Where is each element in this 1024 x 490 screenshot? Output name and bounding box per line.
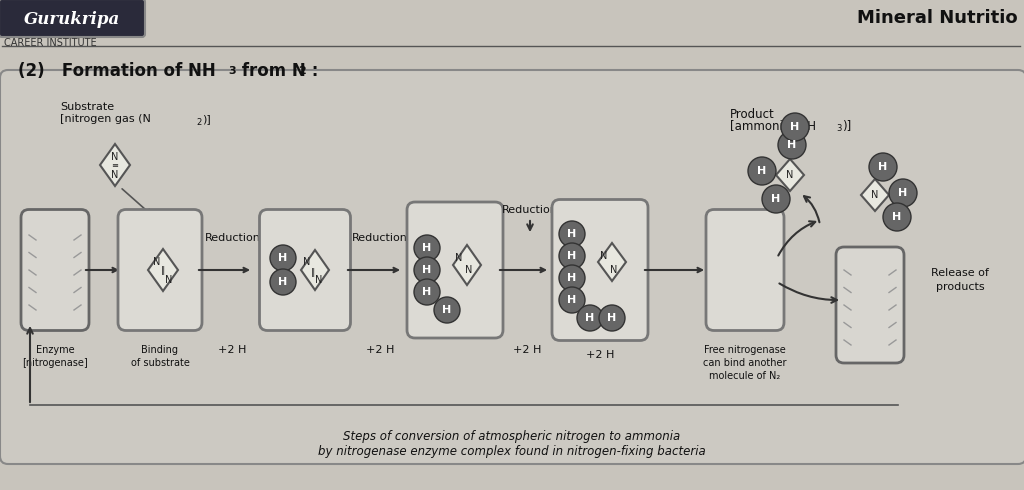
Polygon shape (776, 159, 804, 191)
Text: Steps of conversion of atmospheric nitrogen to ammonia: Steps of conversion of atmospheric nitro… (343, 430, 681, 443)
Text: N: N (112, 170, 119, 180)
FancyBboxPatch shape (22, 210, 89, 330)
Text: Gurukripa: Gurukripa (24, 11, 120, 28)
Circle shape (414, 279, 440, 305)
Text: H: H (771, 194, 780, 204)
Text: H: H (567, 229, 577, 239)
Circle shape (762, 185, 790, 213)
Text: Product: Product (730, 108, 775, 121)
Circle shape (270, 269, 296, 295)
Text: :: : (306, 62, 318, 80)
Text: N: N (154, 257, 161, 267)
Text: H: H (567, 273, 577, 283)
Text: N: N (465, 265, 473, 275)
Text: H: H (567, 295, 577, 305)
Text: N: N (456, 253, 463, 263)
Text: Reduction: Reduction (352, 233, 408, 243)
Text: Free nitrogenase
can bind another
molecule of N₂: Free nitrogenase can bind another molecu… (703, 345, 786, 381)
Text: H: H (791, 122, 800, 132)
Text: [ammonia (NH: [ammonia (NH (730, 120, 816, 133)
Text: Substrate: Substrate (60, 102, 114, 112)
Text: +2 H: +2 H (586, 350, 614, 360)
Text: Release of
products: Release of products (931, 269, 989, 292)
Circle shape (577, 305, 603, 331)
Polygon shape (100, 144, 130, 186)
Circle shape (559, 287, 585, 313)
Text: H: H (279, 277, 288, 287)
Text: Enzyme
[nitrogenase]: Enzyme [nitrogenase] (23, 345, 88, 368)
Text: +2 H: +2 H (513, 345, 542, 355)
Text: 3: 3 (228, 66, 236, 76)
Text: N: N (600, 251, 607, 261)
Text: from N: from N (236, 62, 306, 80)
FancyBboxPatch shape (0, 70, 1024, 464)
Circle shape (414, 257, 440, 283)
Text: H: H (586, 313, 595, 323)
Text: H: H (442, 305, 452, 315)
Text: N: N (315, 275, 323, 285)
Text: +2 H: +2 H (366, 345, 394, 355)
Text: N: N (303, 257, 310, 267)
Polygon shape (301, 250, 329, 290)
FancyBboxPatch shape (407, 202, 503, 338)
Text: H: H (422, 243, 432, 253)
Circle shape (599, 305, 625, 331)
Polygon shape (598, 243, 626, 281)
Text: ‖: ‖ (161, 266, 165, 274)
Text: 3: 3 (836, 124, 842, 133)
Circle shape (559, 265, 585, 291)
Text: (2)   Formation of NH: (2) Formation of NH (18, 62, 216, 80)
Text: )]: )] (202, 114, 211, 124)
Circle shape (414, 235, 440, 261)
Text: by nitrogenase enzyme complex found in nitrogen-fixing bacteria: by nitrogenase enzyme complex found in n… (318, 445, 706, 458)
Text: ‖: ‖ (311, 268, 315, 276)
Text: H: H (422, 287, 432, 297)
Text: [nitrogen gas (N: [nitrogen gas (N (60, 114, 151, 124)
FancyBboxPatch shape (706, 210, 784, 330)
Text: ≡: ≡ (112, 161, 119, 170)
Text: H: H (787, 140, 797, 150)
FancyBboxPatch shape (0, 0, 145, 37)
Text: CAREER INSTITUTE: CAREER INSTITUTE (4, 38, 96, 48)
FancyBboxPatch shape (118, 210, 202, 330)
Circle shape (778, 131, 806, 159)
Circle shape (781, 113, 809, 141)
Text: N: N (165, 275, 173, 285)
Circle shape (869, 153, 897, 181)
Polygon shape (148, 249, 178, 291)
Text: Mineral Nutritio: Mineral Nutritio (857, 9, 1018, 27)
Circle shape (883, 203, 911, 231)
Text: N: N (610, 265, 617, 275)
Text: +2 H: +2 H (218, 345, 247, 355)
Text: Reduction: Reduction (502, 205, 558, 215)
Text: Reduction: Reduction (205, 233, 260, 243)
Text: N: N (112, 152, 119, 162)
Circle shape (889, 179, 918, 207)
Circle shape (559, 221, 585, 247)
Text: )]: )] (842, 120, 851, 133)
Text: H: H (279, 253, 288, 263)
Text: H: H (422, 265, 432, 275)
Text: N: N (871, 190, 879, 200)
Text: Binding
of substrate: Binding of substrate (131, 345, 189, 368)
Text: H: H (607, 313, 616, 323)
Circle shape (748, 157, 776, 185)
Polygon shape (453, 245, 481, 285)
Text: H: H (879, 162, 888, 172)
FancyBboxPatch shape (552, 199, 648, 341)
Polygon shape (861, 179, 889, 211)
Text: 2: 2 (196, 118, 202, 127)
Text: H: H (758, 166, 767, 176)
Text: H: H (898, 188, 907, 198)
Text: H: H (567, 251, 577, 261)
Text: 2: 2 (298, 66, 306, 76)
Circle shape (270, 245, 296, 271)
Text: H: H (892, 212, 901, 222)
FancyBboxPatch shape (836, 247, 904, 363)
FancyBboxPatch shape (259, 210, 350, 330)
Circle shape (434, 297, 460, 323)
Circle shape (559, 243, 585, 269)
Text: N: N (786, 170, 794, 180)
